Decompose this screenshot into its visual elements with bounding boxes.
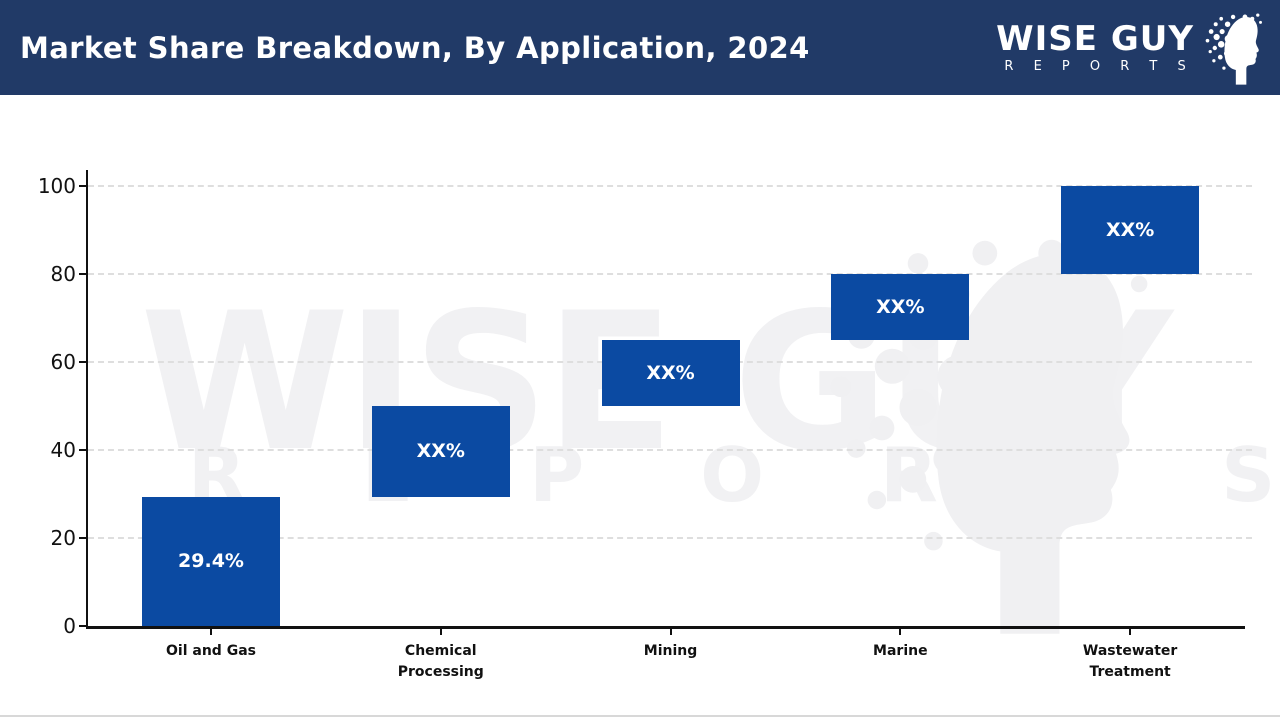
- gridline-80: [88, 273, 1252, 275]
- x-category-label-0: Oil and Gas: [166, 643, 256, 659]
- bar-value-label: XX%: [1105, 219, 1155, 241]
- y-tick-80: [79, 273, 86, 275]
- bar-value-label: XX%: [876, 296, 925, 318]
- x-tick-2: [669, 627, 672, 635]
- y-tick-label-40: 40: [50, 438, 76, 462]
- y-tick-label-80: 80: [50, 262, 76, 286]
- x-tick-1: [439, 627, 442, 635]
- gridline-100: [88, 185, 1252, 187]
- logo-face-icon: [1205, 12, 1262, 85]
- y-tick-label-60: 60: [50, 350, 76, 374]
- y-tick-label-100: 100: [37, 174, 76, 198]
- gridline-40: [88, 449, 1252, 451]
- bar-value-label: XX%: [646, 362, 695, 384]
- bar-wastewater-treatment: XX%: [1061, 186, 1200, 274]
- bar-mining: XX%: [601, 340, 740, 406]
- bar-marine: XX%: [831, 274, 970, 340]
- y-tick-0: [79, 625, 86, 627]
- header-bar: Market Share Breakdown, By Application, …: [0, 0, 1280, 95]
- chart-title: Market Share Breakdown, By Application, …: [20, 30, 810, 65]
- logo-wordmark-line1: WISE GUY: [996, 19, 1194, 59]
- x-axis-spine: [86, 626, 1245, 629]
- y-axis-spine: [86, 170, 88, 628]
- x-tick-3: [899, 627, 902, 635]
- bar-value-label: 29.4%: [178, 550, 244, 573]
- x-category-label-4: Wastewater Treatment: [1082, 643, 1178, 680]
- y-tick-20: [79, 537, 86, 539]
- x-tick-4: [1129, 627, 1132, 635]
- y-tick-100: [79, 185, 86, 187]
- x-category-label-3: Marine: [873, 643, 928, 659]
- logo-wordmark: WISE GUY R E P O R T S: [996, 22, 1194, 73]
- x-category-label-1: Chemical Processing: [397, 643, 484, 680]
- gridline-20: [88, 537, 1252, 539]
- y-tick-label-20: 20: [50, 526, 76, 550]
- bar-oil-and-gas: 29.4%: [142, 496, 280, 626]
- wise-guy-logo: WISE GUY R E P O R T S: [996, 8, 1266, 88]
- footer-divider: [0, 715, 1280, 717]
- x-tick-0: [210, 627, 212, 635]
- y-tick-label-0: 0: [63, 614, 76, 638]
- logo-wordmark-line2: R E P O R T S: [1004, 59, 1194, 74]
- y-tick-40: [79, 449, 86, 451]
- bar-chemical-processing: XX%: [371, 406, 510, 497]
- x-category-label-2: Mining: [643, 643, 698, 659]
- y-tick-60: [79, 361, 86, 363]
- bar-value-label: XX%: [416, 440, 465, 463]
